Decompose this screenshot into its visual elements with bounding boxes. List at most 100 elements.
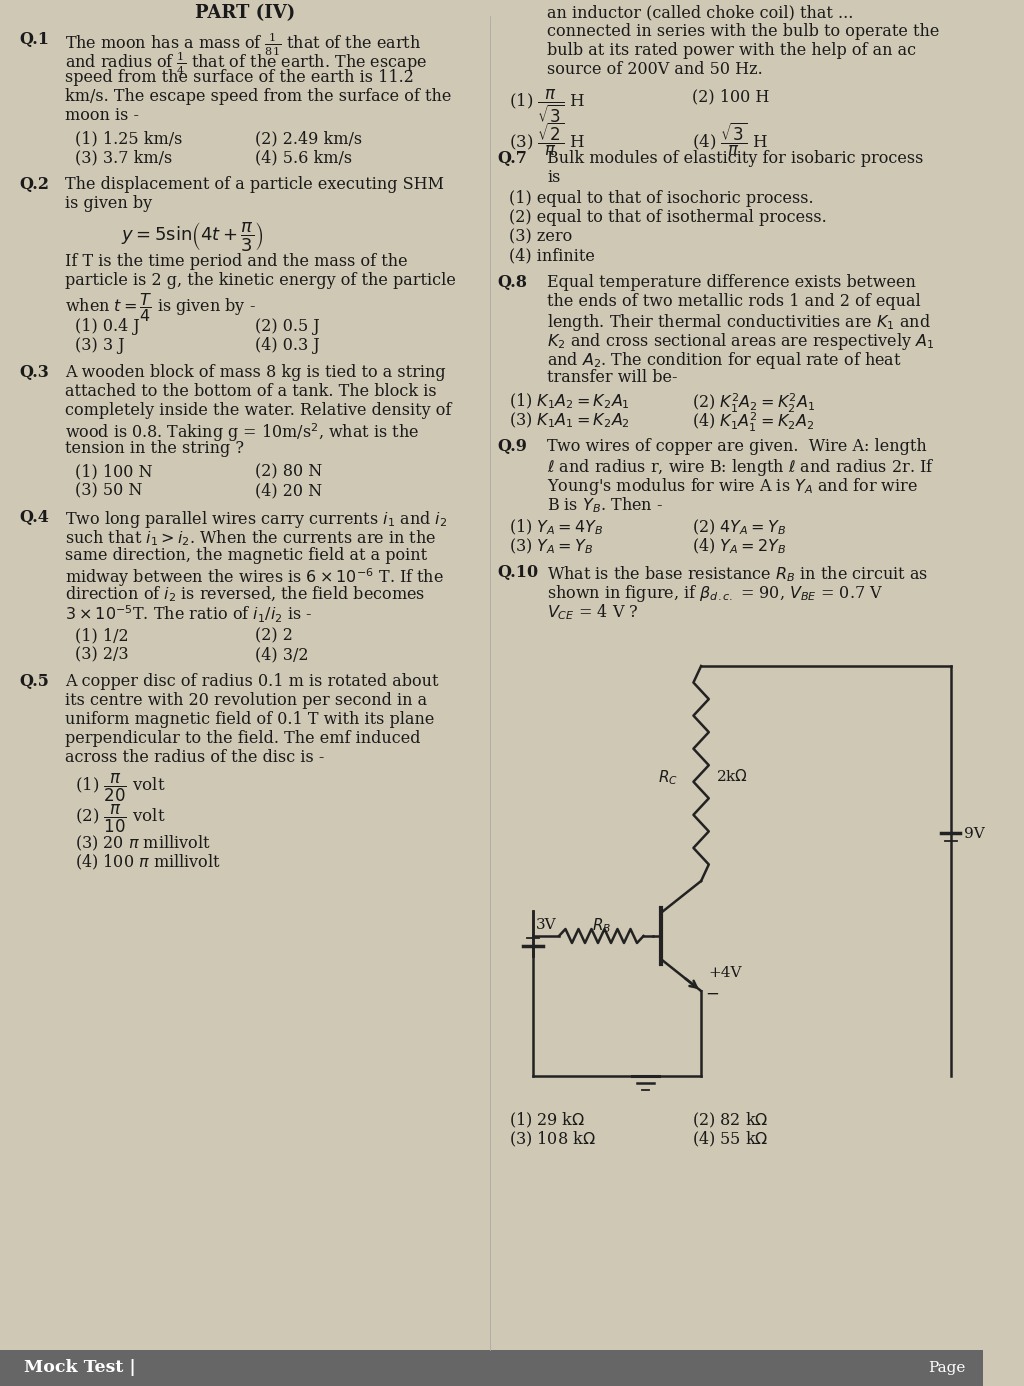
Text: (2) 2.49 km/s: (2) 2.49 km/s xyxy=(255,130,361,147)
Text: km/s. The escape speed from the surface of the: km/s. The escape speed from the surface … xyxy=(66,87,452,105)
Text: and $A_2$. The condition for equal rate of heat: and $A_2$. The condition for equal rate … xyxy=(548,351,902,371)
Text: If T is the time period and the mass of the: If T is the time period and the mass of … xyxy=(66,254,408,270)
Text: Two long parallel wires carry currents $i_1$ and $i_2$: Two long parallel wires carry currents $… xyxy=(66,509,447,529)
Text: length. Their thermal conductivities are $K_1$ and: length. Their thermal conductivities are… xyxy=(548,312,932,333)
Text: Q.9: Q.9 xyxy=(498,438,527,455)
Text: Q.3: Q.3 xyxy=(19,365,49,381)
Text: (3) $\dfrac{\sqrt{2}}{\pi}$ H: (3) $\dfrac{\sqrt{2}}{\pi}$ H xyxy=(509,121,586,158)
Bar xyxy=(0,1350,983,1386)
Text: (3) zero: (3) zero xyxy=(509,229,572,245)
Text: $R_B$: $R_B$ xyxy=(592,916,611,934)
Text: (4) 3/2: (4) 3/2 xyxy=(255,646,308,663)
Text: direction of $i_2$ is reversed, the field becomes: direction of $i_2$ is reversed, the fiel… xyxy=(66,585,425,604)
Text: Bulk modules of elasticity for isobaric process: Bulk modules of elasticity for isobaric … xyxy=(548,150,924,166)
Text: (2) 100 H: (2) 100 H xyxy=(691,87,769,105)
Text: (2) equal to that of isothermal process.: (2) equal to that of isothermal process. xyxy=(509,209,826,226)
Text: (3) 3.7 km/s: (3) 3.7 km/s xyxy=(75,150,172,166)
Text: $\ell$ and radius r, wire B: length $\ell$ and radius 2r. If: $\ell$ and radius r, wire B: length $\el… xyxy=(548,457,935,478)
Text: (2) $\dfrac{\pi}{10}$ volt: (2) $\dfrac{\pi}{10}$ volt xyxy=(75,802,166,836)
Text: an inductor (called choke coil) that ...: an inductor (called choke coil) that ... xyxy=(548,4,854,21)
Text: tension in the string ?: tension in the string ? xyxy=(66,439,245,457)
Text: midway between the wires is $6 \times 10^{-6}$ T. If the: midway between the wires is $6 \times 10… xyxy=(66,565,444,589)
Text: (4) $Y_A = 2Y_B$: (4) $Y_A = 2Y_B$ xyxy=(691,536,785,556)
Text: B is $Y_B$. Then -: B is $Y_B$. Then - xyxy=(548,495,664,514)
Text: shown in figure, if $\beta_{d.c.}$ = 90, $V_{BE}$ = 0.7 V: shown in figure, if $\beta_{d.c.}$ = 90,… xyxy=(548,584,884,604)
Text: Q.8: Q.8 xyxy=(498,274,527,291)
Text: (4) 100 $\pi$ millivolt: (4) 100 $\pi$ millivolt xyxy=(75,852,221,872)
Text: and radius of $\mathregular{\frac{1}{4}}$ that of the earth. The escape: and radius of $\mathregular{\frac{1}{4}}… xyxy=(66,50,427,78)
Text: (3) 20 $\pi$ millivolt: (3) 20 $\pi$ millivolt xyxy=(75,834,211,854)
Text: A wooden block of mass 8 kg is tied to a string: A wooden block of mass 8 kg is tied to a… xyxy=(66,365,445,381)
Text: (4) infinite: (4) infinite xyxy=(509,247,595,263)
Text: connected in series with the bulb to operate the: connected in series with the bulb to ope… xyxy=(548,24,940,40)
Text: Q.5: Q.5 xyxy=(19,674,49,690)
Text: The moon has a mass of $\mathregular{\frac{1}{81}}$ that of the earth: The moon has a mass of $\mathregular{\fr… xyxy=(66,30,421,58)
Text: Q.2: Q.2 xyxy=(19,176,49,193)
Text: speed from the surface of the earth is 11.2: speed from the surface of the earth is 1… xyxy=(66,69,414,86)
Text: 2k$\Omega$: 2k$\Omega$ xyxy=(716,768,748,784)
Text: (1) 1.25 km/s: (1) 1.25 km/s xyxy=(75,130,182,147)
Text: is given by: is given by xyxy=(66,195,153,212)
Text: same direction, the magnetic field at a point: same direction, the magnetic field at a … xyxy=(66,547,427,564)
Text: (4) $K_1A_1^2 = K_2A_2$: (4) $K_1A_1^2 = K_2A_2$ xyxy=(691,412,814,434)
Text: What is the base resistance $R_B$ in the circuit as: What is the base resistance $R_B$ in the… xyxy=(548,564,929,584)
Text: (3) $Y_A = Y_B$: (3) $Y_A = Y_B$ xyxy=(509,536,593,556)
Text: 9V: 9V xyxy=(965,827,985,841)
Text: transfer will be-: transfer will be- xyxy=(548,369,678,385)
Text: (1) $\dfrac{\pi}{20}$ volt: (1) $\dfrac{\pi}{20}$ volt xyxy=(75,772,166,804)
Text: (4) 20 N: (4) 20 N xyxy=(255,482,322,499)
Text: (1) 0.4 J: (1) 0.4 J xyxy=(75,317,139,335)
Text: Young's modulus for wire A is $Y_A$ and for wire: Young's modulus for wire A is $Y_A$ and … xyxy=(548,475,919,498)
Text: Two wires of copper are given.  Wire A: length: Two wires of copper are given. Wire A: l… xyxy=(548,438,927,455)
Text: A copper disc of radius 0.1 m is rotated about: A copper disc of radius 0.1 m is rotated… xyxy=(66,674,439,690)
Text: $K_2$ and cross sectional areas are respectively $A_1$: $K_2$ and cross sectional areas are resp… xyxy=(548,331,935,352)
Text: (1) $\dfrac{\pi}{\sqrt{3}}$ H: (1) $\dfrac{\pi}{\sqrt{3}}$ H xyxy=(509,87,586,125)
Text: (2) $4Y_A = Y_B$: (2) $4Y_A = Y_B$ xyxy=(691,518,785,538)
Text: (4) 5.6 km/s: (4) 5.6 km/s xyxy=(255,150,351,166)
Text: (3) 3 J: (3) 3 J xyxy=(75,337,125,353)
Text: (2) 82 k$\Omega$: (2) 82 k$\Omega$ xyxy=(691,1112,768,1130)
Text: (1) equal to that of isochoric process.: (1) equal to that of isochoric process. xyxy=(509,190,814,207)
Text: across the radius of the disc is -: across the radius of the disc is - xyxy=(66,748,325,766)
Text: Q.1: Q.1 xyxy=(19,30,49,49)
Text: (4) $\dfrac{\sqrt{3}}{\pi}$ H: (4) $\dfrac{\sqrt{3}}{\pi}$ H xyxy=(691,121,768,158)
Text: the ends of two metallic rods 1 and 2 of equal: the ends of two metallic rods 1 and 2 of… xyxy=(548,292,922,310)
Text: 3V: 3V xyxy=(536,918,556,931)
Text: (1) 29 k$\Omega$: (1) 29 k$\Omega$ xyxy=(509,1112,586,1130)
Text: (1) 1/2: (1) 1/2 xyxy=(75,626,129,644)
Text: Equal temperature difference exists between: Equal temperature difference exists betw… xyxy=(548,274,916,291)
Text: (2) 2: (2) 2 xyxy=(255,626,293,644)
Text: (1) 100 N: (1) 100 N xyxy=(75,463,153,480)
Text: (3) $K_1A_1 = K_2A_2$: (3) $K_1A_1 = K_2A_2$ xyxy=(509,412,630,431)
Text: wood is 0.8. Taking g = 10m/s$^2$, what is the: wood is 0.8. Taking g = 10m/s$^2$, what … xyxy=(66,421,420,444)
Text: is: is xyxy=(548,169,561,186)
Text: Q.7: Q.7 xyxy=(498,150,527,166)
Text: $R_C$: $R_C$ xyxy=(657,768,678,787)
Text: completely inside the water. Relative density of: completely inside the water. Relative de… xyxy=(66,402,452,419)
Text: (2) $K_1^2A_2 = K_2^2A_1$: (2) $K_1^2A_2 = K_2^2A_1$ xyxy=(691,392,815,416)
Text: (2) 80 N: (2) 80 N xyxy=(255,463,322,480)
Text: (2) 0.5 J: (2) 0.5 J xyxy=(255,317,319,335)
Text: attached to the bottom of a tank. The block is: attached to the bottom of a tank. The bl… xyxy=(66,383,437,401)
Text: uniform magnetic field of 0.1 T with its plane: uniform magnetic field of 0.1 T with its… xyxy=(66,711,434,728)
Text: such that $i_1 > i_2$. When the currents are in the: such that $i_1 > i_2$. When the currents… xyxy=(66,528,436,547)
Text: Mock Test |: Mock Test | xyxy=(24,1360,136,1376)
Text: (3) 50 N: (3) 50 N xyxy=(75,482,142,499)
Text: The displacement of a particle executing SHM: The displacement of a particle executing… xyxy=(66,176,444,193)
Text: Page: Page xyxy=(928,1361,966,1375)
Text: bulb at its rated power with the help of an ac: bulb at its rated power with the help of… xyxy=(548,42,916,60)
Text: (3) 2/3: (3) 2/3 xyxy=(75,646,129,663)
Text: +4V: +4V xyxy=(709,966,742,980)
Text: its centre with 20 revolution per second in a: its centre with 20 revolution per second… xyxy=(66,692,427,710)
Text: Q.10: Q.10 xyxy=(498,564,539,581)
Text: when $t = \dfrac{T}{4}$ is given by -: when $t = \dfrac{T}{4}$ is given by - xyxy=(66,291,256,324)
Text: $V_{CE}$ = 4 V ?: $V_{CE}$ = 4 V ? xyxy=(548,602,639,622)
Text: −: − xyxy=(705,985,719,1003)
Text: $y = 5\sin\!\left(4t+\dfrac{\pi}{3}\right)$: $y = 5\sin\!\left(4t+\dfrac{\pi}{3}\righ… xyxy=(121,220,263,254)
Text: (1) $Y_A = 4Y_B$: (1) $Y_A = 4Y_B$ xyxy=(509,518,603,538)
Text: moon is -: moon is - xyxy=(66,107,139,123)
Text: (3) 108 k$\Omega$: (3) 108 k$\Omega$ xyxy=(509,1130,596,1149)
Text: (1) $K_1A_2 = K_2A_1$: (1) $K_1A_2 = K_2A_1$ xyxy=(509,392,630,412)
Text: particle is 2 g, the kinetic energy of the particle: particle is 2 g, the kinetic energy of t… xyxy=(66,272,456,290)
Text: Q.4: Q.4 xyxy=(19,509,49,527)
